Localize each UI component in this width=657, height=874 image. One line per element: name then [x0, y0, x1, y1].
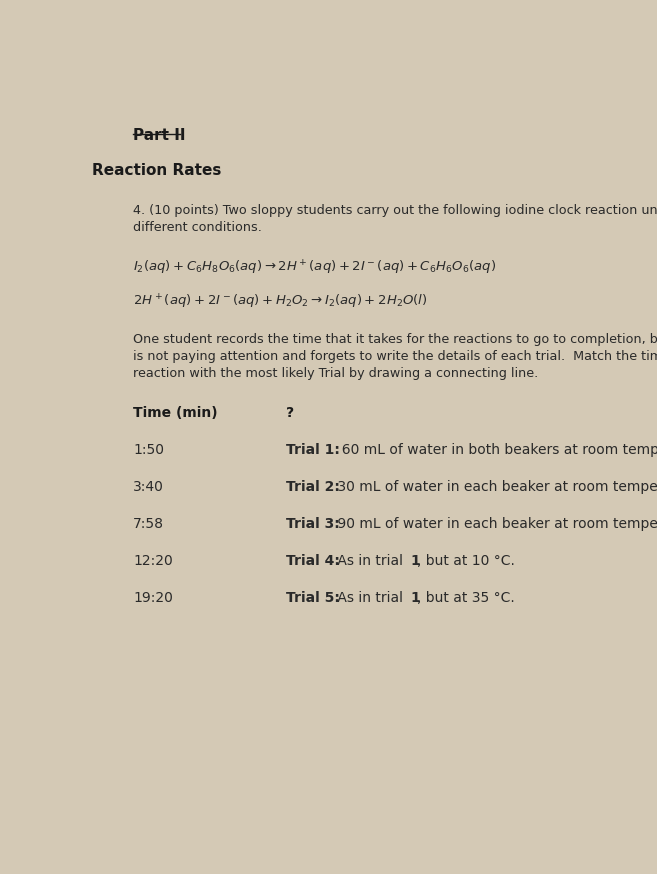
Text: 30 mL of water in each beaker at room temperature: 30 mL of water in each beaker at room te… [332, 480, 657, 494]
Text: Part II: Part II [133, 128, 185, 143]
Text: Trial 2:: Trial 2: [286, 480, 340, 494]
Text: Time (min): Time (min) [133, 406, 217, 420]
Text: As in trial: As in trial [332, 591, 407, 605]
Text: $2H^+(aq) + 2I^-(aq) + H_2O_2 \rightarrow I_2(aq) + 2H_2O(l)$: $2H^+(aq) + 2I^-(aq) + H_2O_2 \rightarro… [133, 293, 428, 311]
Text: Trial 5:: Trial 5: [286, 591, 340, 605]
Text: 19:20: 19:20 [133, 591, 173, 605]
Text: 90 mL of water in each beaker at room temperature: 90 mL of water in each beaker at room te… [332, 517, 657, 531]
Text: As in trial: As in trial [332, 554, 407, 568]
Text: 1:50: 1:50 [133, 443, 164, 457]
Text: 12:20: 12:20 [133, 554, 173, 568]
Text: Trial 3:: Trial 3: [286, 517, 340, 531]
Text: ?: ? [286, 406, 294, 420]
Text: Reaction Rates: Reaction Rates [92, 163, 221, 178]
Text: One student records the time that it takes for the reactions to go to completion: One student records the time that it tak… [133, 333, 657, 380]
Text: 4. (10 points) Two sloppy students carry out the following iodine clock reaction: 4. (10 points) Two sloppy students carry… [133, 204, 657, 234]
Text: 60 mL of water in both beakers at room temperature: 60 mL of water in both beakers at room t… [332, 443, 657, 457]
Text: 7:58: 7:58 [133, 517, 164, 531]
Text: 3:40: 3:40 [133, 480, 164, 494]
Text: Trial 4:: Trial 4: [286, 554, 340, 568]
Text: , but at 35 °C.: , but at 35 °C. [417, 591, 514, 605]
Text: , but at 10 °C.: , but at 10 °C. [417, 554, 514, 568]
Text: Trial 1:: Trial 1: [286, 443, 340, 457]
Text: $I_2(aq) + C_6H_8O_6(aq) \rightarrow 2H^+(aq) + 2I^-(aq) + C_6H_6O_6(aq)$: $I_2(aq) + C_6H_8O_6(aq) \rightarrow 2H^… [133, 259, 496, 277]
Text: 1: 1 [411, 554, 420, 568]
Text: 1: 1 [411, 591, 420, 605]
